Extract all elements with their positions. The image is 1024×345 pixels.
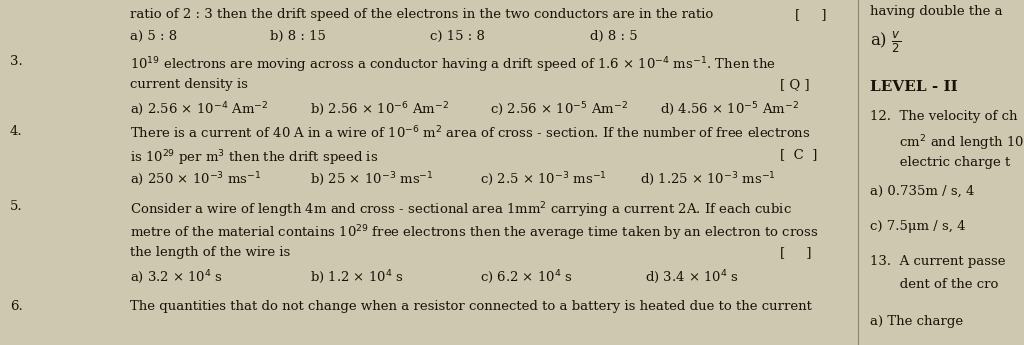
Text: a) 250 × 10$^{-3}$ ms$^{-1}$: a) 250 × 10$^{-3}$ ms$^{-1}$	[130, 170, 261, 188]
Text: The quantities that do not change when a resistor connected to a battery is heat: The quantities that do not change when a…	[130, 300, 812, 313]
Text: [     ]: [ ]	[780, 246, 811, 259]
Text: electric charge t: electric charge t	[870, 156, 1011, 169]
Text: c) 2.56 × 10$^{-5}$ Am$^{-2}$: c) 2.56 × 10$^{-5}$ Am$^{-2}$	[490, 100, 628, 118]
Text: a) $\frac{v}{2}$: a) $\frac{v}{2}$	[870, 30, 901, 55]
Text: metre of the material contains 10$^{29}$ free electrons then the average time ta: metre of the material contains 10$^{29}$…	[130, 223, 818, 243]
Text: current density is: current density is	[130, 78, 248, 91]
Text: b) 1.2 × 10$^{4}$ s: b) 1.2 × 10$^{4}$ s	[310, 268, 403, 286]
Text: c) 7.5μm / s, 4: c) 7.5μm / s, 4	[870, 220, 966, 233]
Text: a) 2.56 × 10$^{-4}$ Am$^{-2}$: a) 2.56 × 10$^{-4}$ Am$^{-2}$	[130, 100, 268, 118]
Text: b) 8 : 15: b) 8 : 15	[270, 30, 326, 43]
Text: a) The charge: a) The charge	[870, 315, 964, 328]
Text: c) 6.2 × 10$^{4}$ s: c) 6.2 × 10$^{4}$ s	[480, 268, 572, 286]
Text: LEVEL - II: LEVEL - II	[870, 80, 957, 94]
Text: 10$^{19}$ electrons are moving across a conductor having a drift speed of 1.6 × : 10$^{19}$ electrons are moving across a …	[130, 55, 776, 75]
Text: b) 25 × 10$^{-3}$ ms$^{-1}$: b) 25 × 10$^{-3}$ ms$^{-1}$	[310, 170, 434, 188]
Text: having double the a: having double the a	[870, 5, 1002, 18]
Text: [     ]: [ ]	[795, 8, 826, 21]
Text: [ Q ]: [ Q ]	[780, 78, 810, 91]
Text: d) 3.4 × 10$^{4}$ s: d) 3.4 × 10$^{4}$ s	[645, 268, 739, 286]
Text: a) 3.2 × 10$^{4}$ s: a) 3.2 × 10$^{4}$ s	[130, 268, 223, 286]
Text: 3.: 3.	[10, 55, 23, 68]
Text: dent of the cro: dent of the cro	[870, 278, 998, 291]
Text: the length of the wire is: the length of the wire is	[130, 246, 290, 259]
Text: d) 1.25 × 10$^{-3}$ ms$^{-1}$: d) 1.25 × 10$^{-3}$ ms$^{-1}$	[640, 170, 776, 188]
Text: cm$^{2}$ and length 10: cm$^{2}$ and length 10	[870, 133, 1024, 152]
Text: 6.: 6.	[10, 300, 23, 313]
Text: 12.  The velocity of ch: 12. The velocity of ch	[870, 110, 1018, 123]
Text: Consider a wire of length 4m and cross - sectional area 1mm$^{2}$ carrying a cur: Consider a wire of length 4m and cross -…	[130, 200, 792, 220]
Text: d) 4.56 × 10$^{-5}$ Am$^{-2}$: d) 4.56 × 10$^{-5}$ Am$^{-2}$	[660, 100, 799, 118]
Text: c) 2.5 × 10$^{-3}$ ms$^{-1}$: c) 2.5 × 10$^{-3}$ ms$^{-1}$	[480, 170, 607, 188]
Text: [  C  ]: [ C ]	[780, 148, 817, 161]
Text: a) 0.735m / s, 4: a) 0.735m / s, 4	[870, 185, 975, 198]
Text: 4.: 4.	[10, 125, 23, 138]
Text: d) 8 : 5: d) 8 : 5	[590, 30, 638, 43]
Text: There is a current of 40 A in a wire of 10$^{-6}$ m$^{2}$ area of cross - sectio: There is a current of 40 A in a wire of …	[130, 125, 811, 141]
Text: ratio of 2 : 3 then the drift speed of the electrons in the two conductors are i: ratio of 2 : 3 then the drift speed of t…	[130, 8, 714, 21]
Text: c) 15 : 8: c) 15 : 8	[430, 30, 485, 43]
Text: 13.  A current passe: 13. A current passe	[870, 255, 1006, 268]
Text: b) 2.56 × 10$^{-6}$ Am$^{-2}$: b) 2.56 × 10$^{-6}$ Am$^{-2}$	[310, 100, 450, 118]
Text: a) 5 : 8: a) 5 : 8	[130, 30, 177, 43]
Text: 5.: 5.	[10, 200, 23, 213]
Text: is 10$^{29}$ per m$^{3}$ then the drift speed is: is 10$^{29}$ per m$^{3}$ then the drift …	[130, 148, 378, 168]
